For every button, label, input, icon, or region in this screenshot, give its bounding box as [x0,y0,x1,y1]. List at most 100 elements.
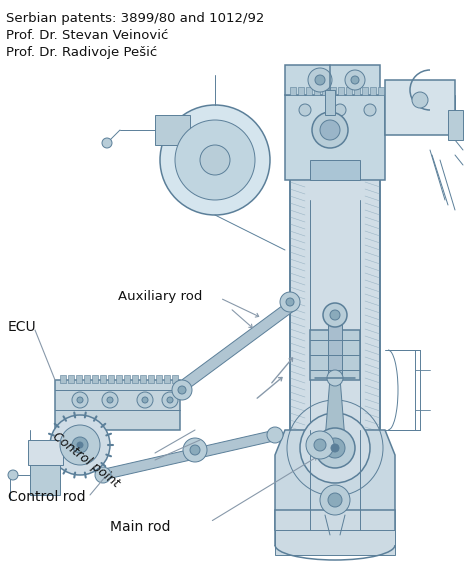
Circle shape [364,104,376,116]
Circle shape [267,427,283,443]
Bar [68,375,74,383]
Circle shape [308,68,332,92]
Bar [172,375,178,383]
Circle shape [280,292,300,312]
Circle shape [178,386,186,394]
Circle shape [175,120,255,200]
Circle shape [190,445,200,455]
Bar [338,87,344,95]
Bar [148,375,154,383]
Bar [370,87,376,95]
Circle shape [60,425,100,465]
Text: Control point: Control point [50,430,122,490]
Circle shape [72,437,88,453]
Bar [362,87,368,95]
Bar [76,375,82,383]
Text: Serbian patents: 3899/80 and 1012/92: Serbian patents: 3899/80 and 1012/92 [6,12,264,25]
Polygon shape [55,380,180,430]
Circle shape [320,485,350,515]
Bar [84,375,90,383]
Circle shape [315,75,325,85]
Text: ECU: ECU [8,320,36,334]
Circle shape [162,392,178,408]
Polygon shape [310,160,360,180]
Polygon shape [290,100,380,530]
Circle shape [77,397,83,403]
Circle shape [200,145,230,175]
Bar [30,460,60,495]
Bar [346,87,352,95]
Bar [325,90,335,115]
Polygon shape [328,310,342,380]
Circle shape [330,310,340,320]
Polygon shape [175,300,295,395]
Circle shape [160,105,270,215]
Circle shape [102,138,112,148]
Bar [330,87,336,95]
Polygon shape [325,378,345,440]
Polygon shape [285,95,385,180]
Circle shape [167,397,173,403]
Bar [354,87,360,95]
Bar [60,375,66,383]
Bar [28,440,63,465]
Bar [378,87,384,95]
Circle shape [315,428,355,468]
Circle shape [183,438,207,462]
Bar [116,375,122,383]
Circle shape [8,470,18,480]
Bar [156,375,162,383]
Bar [448,110,463,140]
Circle shape [299,104,311,116]
Circle shape [412,92,428,108]
Text: Prof. Dr. Stevan Veinović: Prof. Dr. Stevan Veinović [6,29,168,42]
Text: Control rod: Control rod [8,490,86,504]
Bar [306,87,312,95]
Polygon shape [310,330,360,380]
Circle shape [72,392,88,408]
Bar [298,87,304,95]
Circle shape [286,298,294,306]
Circle shape [142,397,148,403]
Bar [164,375,170,383]
Bar [132,375,138,383]
Circle shape [312,112,348,148]
Text: Prof. Dr. Radivoje Pešić: Prof. Dr. Radivoje Pešić [6,46,157,59]
Circle shape [325,438,345,458]
Bar [100,375,106,383]
Circle shape [334,104,346,116]
Bar [140,375,146,383]
Circle shape [314,439,326,451]
Bar [108,375,114,383]
Circle shape [77,442,83,448]
Polygon shape [275,510,395,545]
Bar [275,530,395,555]
Circle shape [95,467,111,483]
Text: Main rod: Main rod [110,520,170,534]
Bar [124,375,130,383]
Circle shape [345,70,365,90]
Circle shape [137,392,153,408]
Polygon shape [100,430,278,480]
Polygon shape [285,65,380,95]
Circle shape [351,76,359,84]
Text: Auxiliary rod: Auxiliary rod [118,290,202,303]
Circle shape [306,431,334,459]
Circle shape [50,415,110,475]
Circle shape [107,397,113,403]
Bar [314,87,320,95]
Circle shape [300,413,370,483]
Bar [290,87,296,95]
Circle shape [172,380,192,400]
Circle shape [320,120,340,140]
Circle shape [327,370,343,386]
Bar [385,80,455,135]
Circle shape [331,444,339,452]
Bar [155,115,190,145]
Circle shape [323,303,347,327]
Circle shape [102,392,118,408]
Bar [92,375,98,383]
Bar [322,87,328,95]
Polygon shape [275,430,395,530]
Circle shape [328,493,342,507]
